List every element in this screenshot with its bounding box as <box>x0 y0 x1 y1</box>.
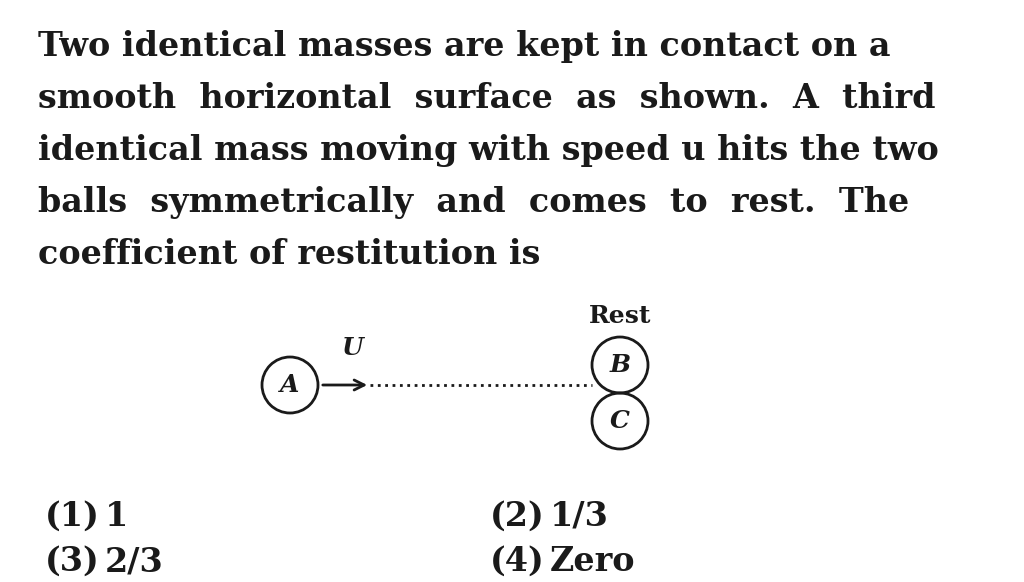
Text: 1: 1 <box>105 500 128 533</box>
Text: 2/3: 2/3 <box>105 545 164 578</box>
Text: (2): (2) <box>490 500 545 533</box>
Text: smooth  horizontal  surface  as  shown.  A  third: smooth horizontal surface as shown. A th… <box>38 82 936 115</box>
Text: (1): (1) <box>45 500 100 533</box>
Text: coefficient of restitution is: coefficient of restitution is <box>38 238 541 271</box>
Text: 1/3: 1/3 <box>550 500 609 533</box>
Text: U: U <box>342 336 364 360</box>
Text: (4): (4) <box>490 545 545 578</box>
Text: C: C <box>610 409 630 433</box>
Text: A: A <box>281 373 300 397</box>
Text: Rest: Rest <box>589 304 651 328</box>
Text: identical mass moving with speed u hits the two: identical mass moving with speed u hits … <box>38 134 939 167</box>
Text: B: B <box>609 353 631 377</box>
Text: (3): (3) <box>45 545 99 578</box>
Text: Zero: Zero <box>550 545 636 578</box>
Text: Two identical masses are kept in contact on a: Two identical masses are kept in contact… <box>38 30 891 63</box>
Text: balls  symmetrically  and  comes  to  rest.  The: balls symmetrically and comes to rest. T… <box>38 186 909 219</box>
